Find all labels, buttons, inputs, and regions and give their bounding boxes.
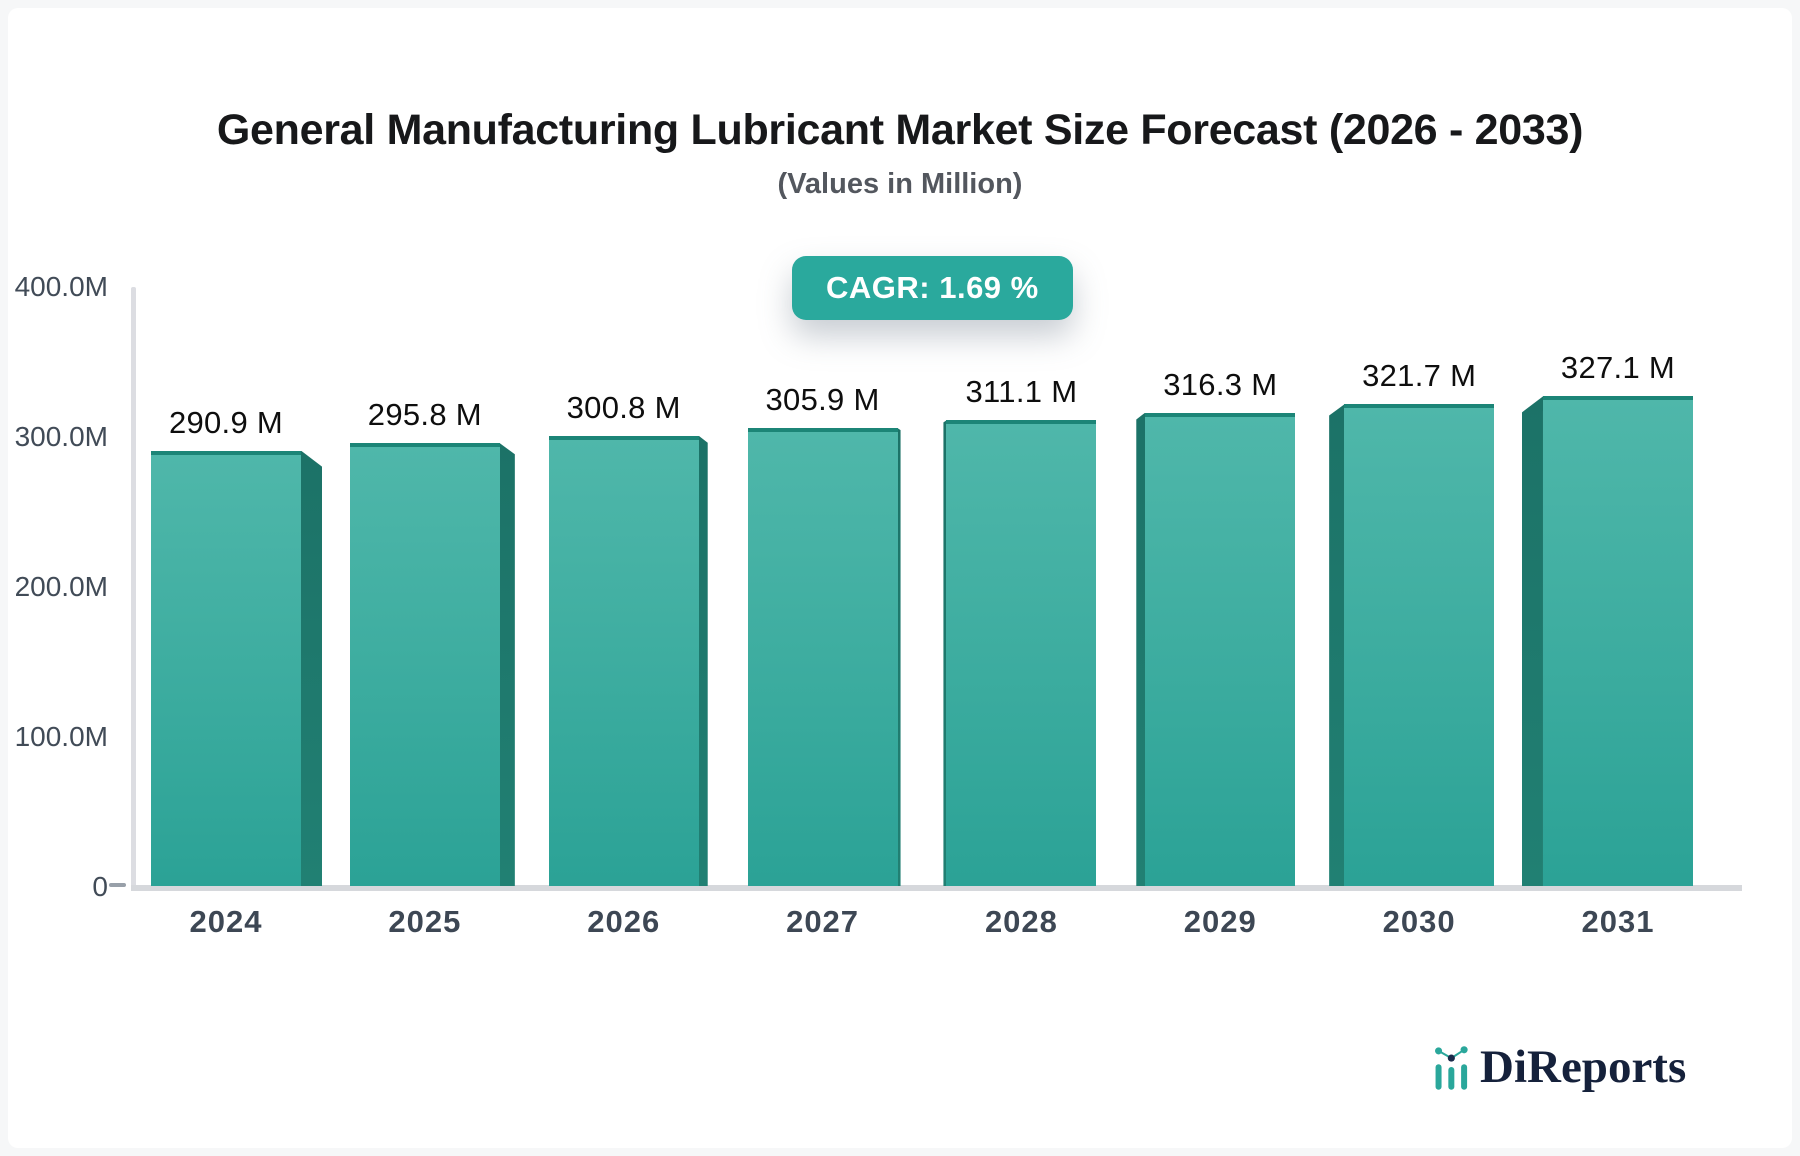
- y-axis-tick-label: 200.0M: [14, 571, 108, 602]
- bar-side-face-2028: [943, 420, 947, 886]
- bar-value-label-2029: 316.3 M: [1163, 366, 1278, 402]
- x-axis-label-2031: 2031: [1581, 904, 1655, 939]
- bar-side-face-2027: [897, 428, 901, 886]
- bar-value-label-2024: 290.9 M: [168, 404, 284, 440]
- y-axis-tick-label: 300.0M: [14, 421, 108, 452]
- bar-value-label-2025: 295.8 M: [367, 397, 482, 433]
- y-axis-zero-tick: [109, 883, 126, 887]
- bar-side-face-2030: [1329, 404, 1345, 886]
- y-axis-tick-label: 0: [92, 871, 108, 902]
- x-axis-label-2028: 2028: [984, 904, 1058, 939]
- x-axis-label-2030: 2030: [1382, 904, 1456, 939]
- y-axis-tick-label: 400.0M: [14, 271, 108, 302]
- chart-title: General Manufacturing Lubricant Market S…: [216, 106, 1584, 154]
- bar-2027[interactable]: [747, 428, 898, 886]
- direports-logo: DiReports: [1433, 1038, 1686, 1096]
- bar-2031[interactable]: [1542, 396, 1693, 886]
- bar-2028[interactable]: [946, 420, 1097, 886]
- bar-side-face-2029: [1136, 412, 1146, 886]
- bar-2029[interactable]: [1145, 412, 1296, 886]
- bar-side-face-2025: [499, 443, 515, 886]
- bar-value-label-2030: 321.7 M: [1362, 358, 1477, 394]
- x-axis-label-2027: 2027: [786, 904, 860, 939]
- direports-logo-text: DiReports: [1480, 1041, 1687, 1093]
- direports-logo-mark: [1435, 1046, 1468, 1090]
- bar-value-label-2026: 300.8 M: [566, 389, 681, 425]
- y-axis-tick-label: 100.0M: [14, 721, 108, 752]
- cagr-badge: CAGR: 1.69 %: [792, 256, 1073, 320]
- bar-value-label-2031: 327.1 M: [1560, 350, 1676, 386]
- bar-2025[interactable]: [349, 443, 500, 886]
- x-axis-label-2025: 2025: [388, 904, 462, 939]
- bar-side-face-2026: [698, 435, 708, 886]
- chart-card: General Manufacturing Lubricant Market S…: [8, 8, 1792, 1148]
- bar-value-label-2027: 305.9 M: [765, 382, 880, 418]
- x-axis-label-2029: 2029: [1183, 904, 1257, 939]
- chart-subtitle: (Values in Million): [777, 168, 1023, 200]
- bar-side-face-2024: [301, 450, 322, 886]
- bar-2030[interactable]: [1344, 404, 1495, 886]
- bar-2026[interactable]: [548, 435, 699, 886]
- x-axis-label-2024: 2024: [189, 904, 263, 939]
- plot-area: 400.0M 300.0M 200.0M 100.0M 0 290.9 M 2024 295.…: [8, 8, 1792, 1148]
- y-axis-line: [131, 287, 136, 889]
- x-axis-label-2026: 2026: [587, 904, 661, 939]
- bar-2024[interactable]: [151, 450, 301, 886]
- bar-side-face-2031: [1521, 396, 1543, 886]
- bar-value-label-2028: 311.1 M: [965, 374, 1078, 410]
- x-axis-line: [131, 885, 1742, 891]
